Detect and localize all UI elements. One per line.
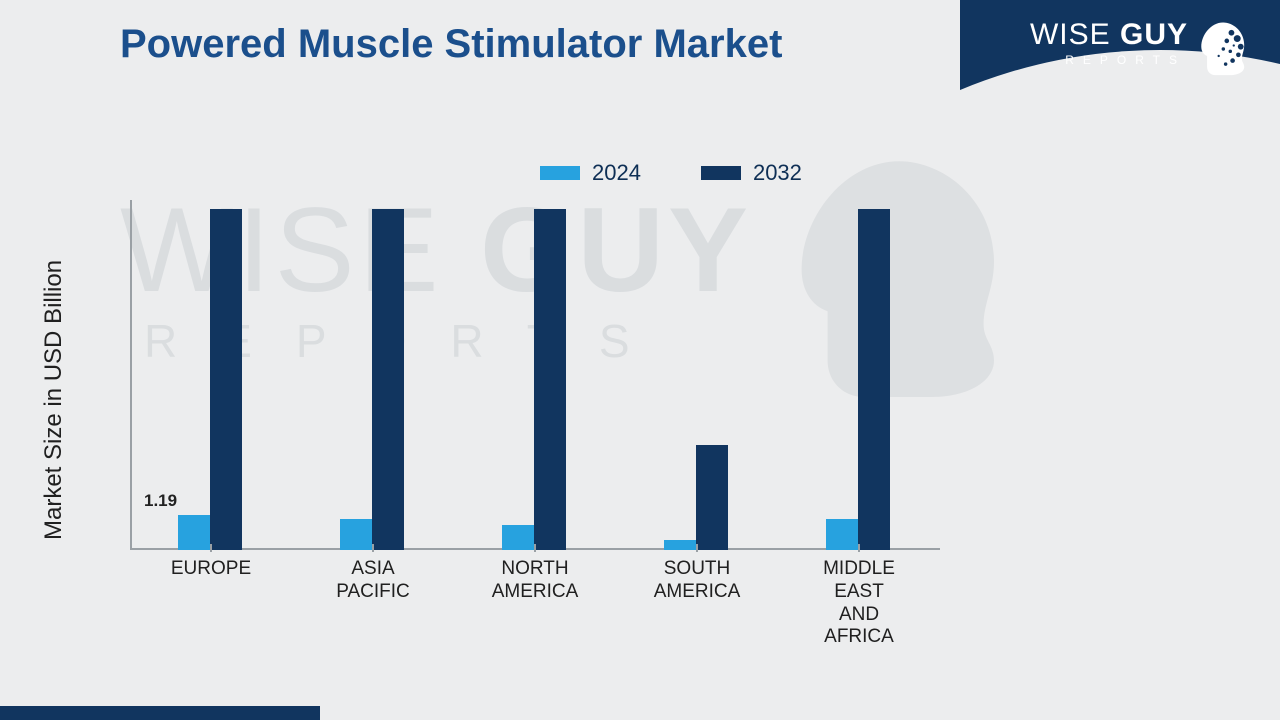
bar-2032 <box>534 209 566 550</box>
logo-main-b: GUY <box>1120 18 1188 51</box>
category-label: SOUTHAMERICA <box>616 558 778 604</box>
legend-swatch-2024 <box>540 166 580 180</box>
category-label: ASIAPACIFIC <box>292 558 454 604</box>
bar-value-label: 1.19 <box>144 491 177 511</box>
logo-sub: REPORTS <box>1065 54 1188 66</box>
bar-2024 <box>340 519 372 550</box>
bar-2032 <box>372 209 404 550</box>
legend-label-2032: 2032 <box>753 160 802 186</box>
legend-item-2032: 2032 <box>701 160 802 186</box>
bar-2024 <box>826 519 858 550</box>
x-tick <box>210 544 212 552</box>
bar-2032 <box>858 209 890 550</box>
x-tick <box>372 544 374 552</box>
category-label: NORTHAMERICA <box>454 558 616 604</box>
bar-chart: 1.19 <box>130 200 940 550</box>
legend-item-2024: 2024 <box>540 160 641 186</box>
logo-main-a: WISE <box>1030 18 1111 51</box>
legend-label-2024: 2024 <box>592 160 641 186</box>
y-axis-label: Market Size in USD Billion <box>40 260 68 540</box>
bar-2032 <box>210 209 242 550</box>
bar-2024 <box>502 525 534 550</box>
legend-swatch-2032 <box>701 166 741 180</box>
brand-logo: WISE GUY REPORTS <box>1030 20 1250 78</box>
bar-2024 <box>664 540 696 550</box>
category-label: MIDDLEEASTANDAFRICA <box>778 558 940 649</box>
bar-2032 <box>696 445 728 550</box>
logo-head-icon <box>1192 20 1250 78</box>
y-axis <box>130 200 132 550</box>
footer-accent-bar <box>0 706 320 720</box>
x-tick <box>696 544 698 552</box>
category-label: EUROPE <box>130 558 292 581</box>
legend: 2024 2032 <box>540 160 802 186</box>
bar-2024 <box>178 515 210 550</box>
chart-title: Powered Muscle Stimulator Market <box>120 22 782 67</box>
x-tick <box>534 544 536 552</box>
canvas: WISE GUY REPORTS Powered Muscle Stimulat… <box>0 0 1280 720</box>
x-tick <box>858 544 860 552</box>
